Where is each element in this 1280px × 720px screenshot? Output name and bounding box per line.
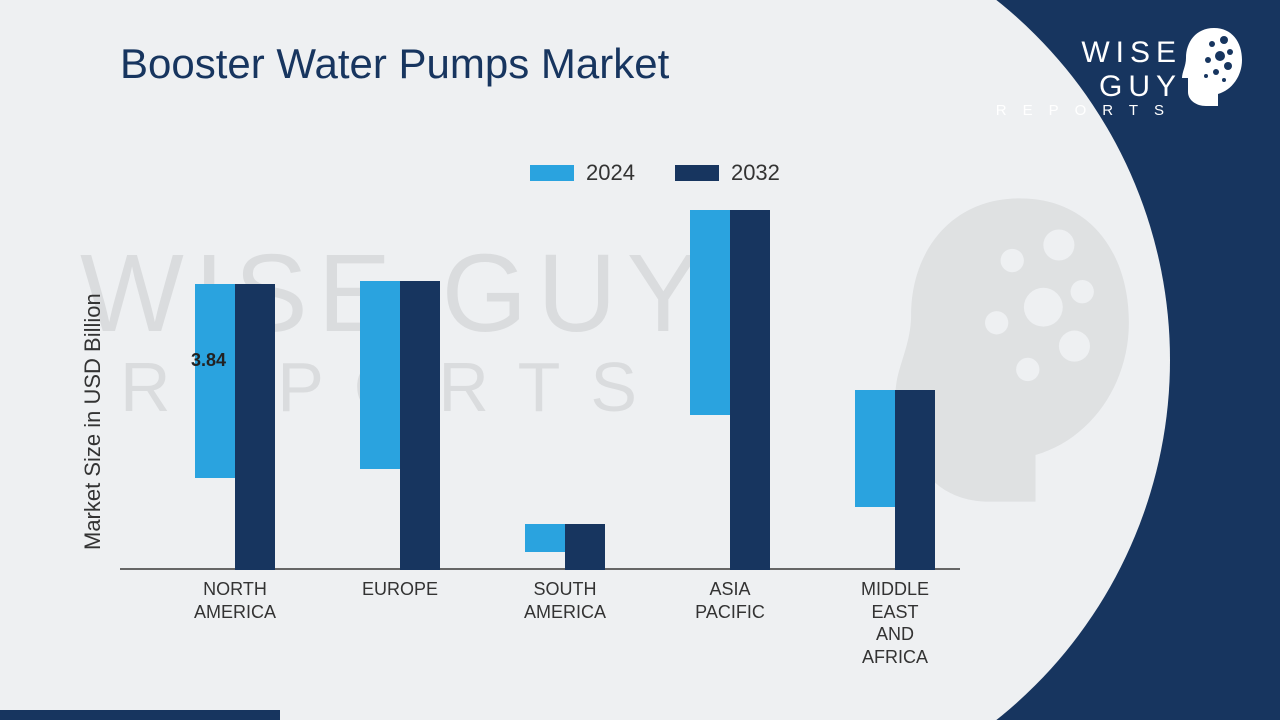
bar: [235, 284, 275, 570]
category-label: EUROPE: [330, 578, 470, 601]
bar: [565, 524, 605, 570]
chart-title: Booster Water Pumps Market: [120, 40, 669, 88]
bottom-accent-bar: [0, 710, 280, 720]
y-axis-label: Market Size in USD Billion: [80, 293, 106, 550]
bar: [730, 210, 770, 570]
bar: [195, 284, 235, 479]
category-label: SOUTHAMERICA: [495, 578, 635, 623]
legend-swatch: [675, 165, 719, 181]
category-label: ASIAPACIFIC: [660, 578, 800, 623]
bar-group: [855, 390, 935, 570]
brand-logo-line2: REPORTS: [996, 102, 1182, 119]
bar: [400, 281, 440, 570]
bar-group: [360, 281, 440, 570]
plot-area: 3.84: [120, 190, 960, 570]
legend: 2024 2032: [530, 160, 780, 186]
brand-logo-text: WISE GUY REPORTS: [996, 36, 1182, 119]
head-icon: [1178, 26, 1250, 108]
page-root: WISE GUY REPORTS Booster Water Pumps Mar…: [0, 0, 1280, 720]
bar-group: [690, 210, 770, 570]
legend-item: 2032: [675, 160, 780, 186]
bar: [525, 524, 565, 552]
chart-area: Market Size in USD Billion 2024 2032 3.84…: [50, 160, 990, 700]
category-label: MIDDLEEASTANDAFRICA: [825, 578, 965, 668]
bar-group: [525, 524, 605, 570]
bar: [895, 390, 935, 570]
bar: [690, 210, 730, 415]
legend-label: 2024: [586, 160, 635, 186]
brand-logo-line1: WISE GUY: [996, 36, 1182, 104]
bar: [855, 390, 895, 507]
legend-swatch: [530, 165, 574, 181]
category-labels: NORTHAMERICA EUROPE SOUTHAMERICA ASIAPACIFI…: [120, 578, 960, 698]
bar: [360, 281, 400, 468]
category-label: NORTHAMERICA: [165, 578, 305, 623]
bar-group: [195, 284, 275, 570]
legend-item: 2024: [530, 160, 635, 186]
legend-label: 2032: [731, 160, 780, 186]
bar-value-label: 3.84: [191, 350, 226, 371]
